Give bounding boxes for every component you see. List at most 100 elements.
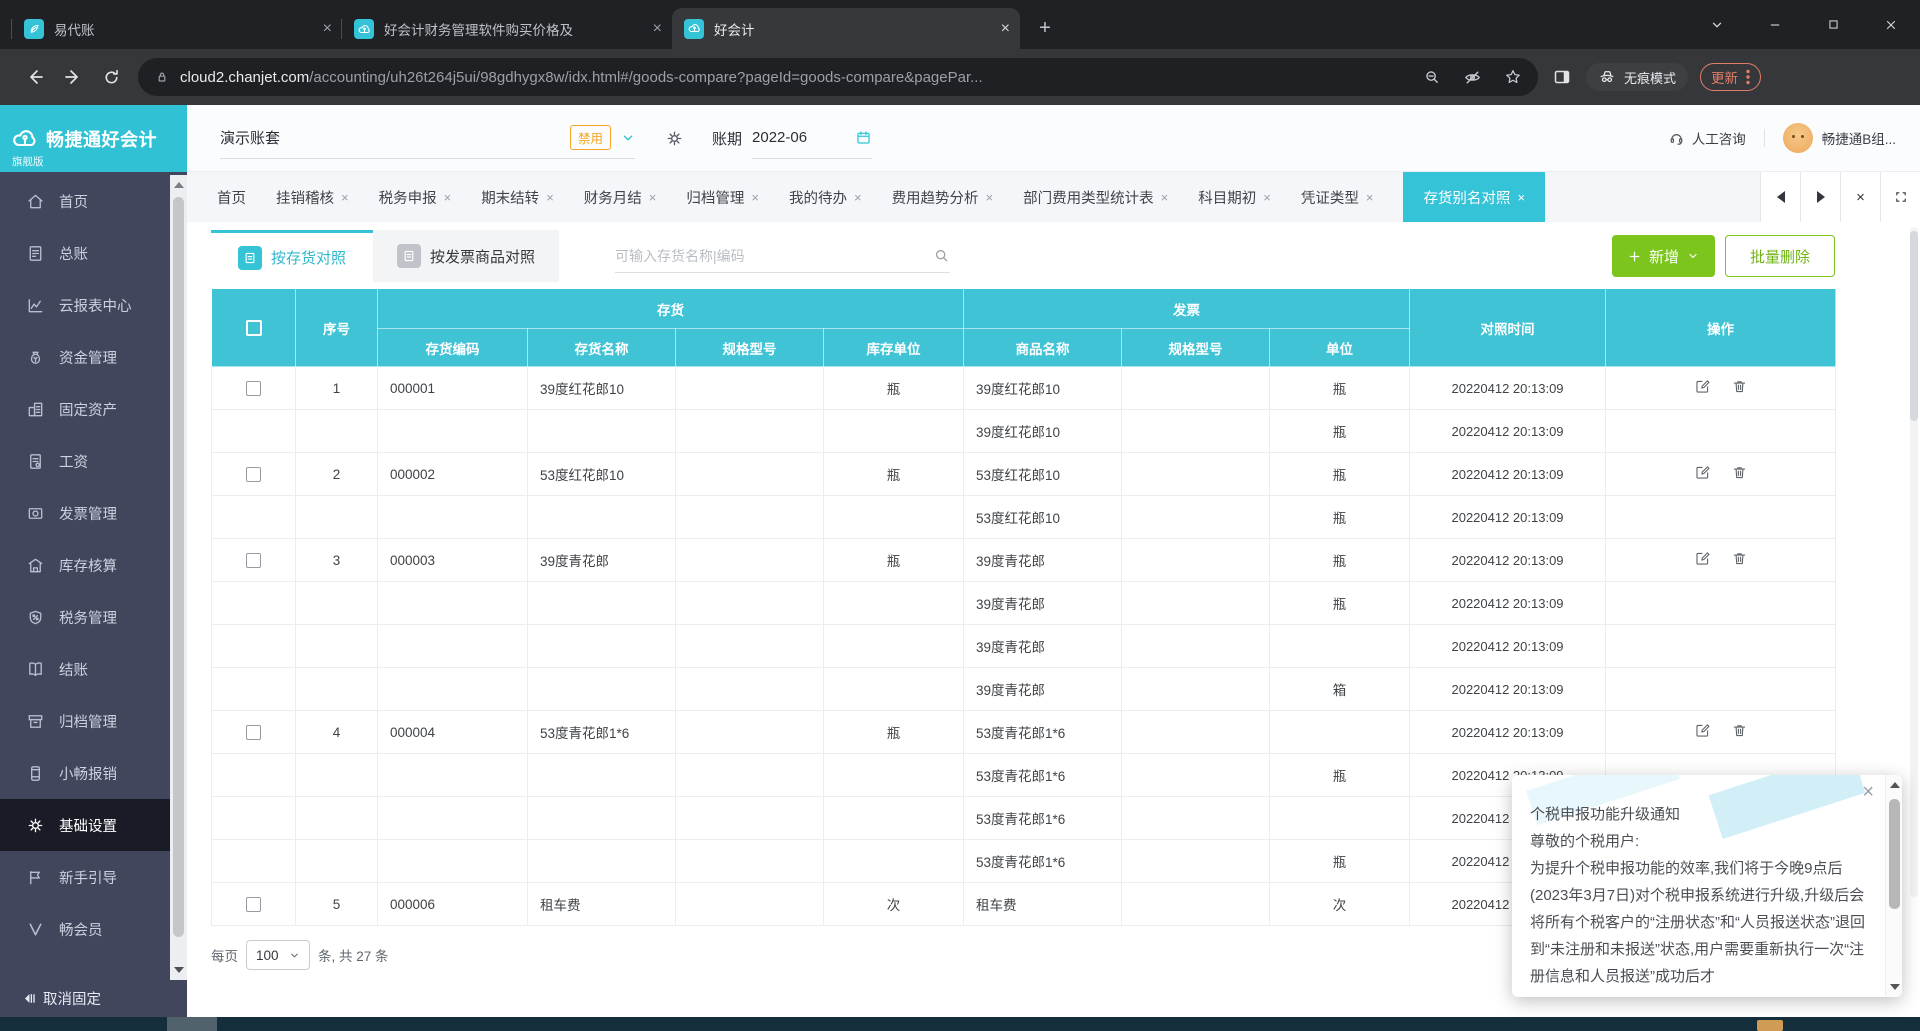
workspace-tab[interactable]: 期末结转 × [481,172,554,222]
notice-close-icon[interactable]: × [1862,781,1874,803]
workspace-tab[interactable]: 部门费用类型统计表 × [1023,172,1168,222]
search-input[interactable] [615,247,934,264]
notice-scroll-up-icon[interactable] [1886,777,1902,793]
tab-close-icon[interactable]: × [1000,19,1010,37]
workspace-tab[interactable]: 首页 [217,172,246,222]
tab-close-icon[interactable]: × [985,189,994,205]
sidebar-item[interactable]: 畅会员 [0,903,170,955]
scroll-down-icon[interactable] [170,962,187,978]
row-checkbox[interactable] [246,380,261,396]
side-panel-icon[interactable] [1552,67,1572,87]
sidebar-unpin-button[interactable]: 取消固定 [22,988,101,1009]
sidebar-item[interactable]: 发票管理 [0,487,170,539]
delete-icon[interactable] [1731,464,1748,481]
tab-close-icon[interactable]: × [652,20,662,37]
sidebar-item[interactable]: 资金管理 [0,331,170,383]
browser-tab[interactable]: 好会计财务管理软件购买价格及 × [341,9,672,49]
sidebar-item[interactable]: 小畅报销 [0,747,170,799]
mode-tab-by-invoice-goods[interactable]: 按发票商品对照 [373,230,560,282]
reload-icon[interactable] [92,58,130,96]
zoom-icon[interactable] [1423,68,1441,86]
account-set-selector[interactable]: 演示账套 禁用 [220,117,635,159]
notice-scroll-down-icon[interactable] [1886,979,1902,995]
browser-tab[interactable]: 易代账 × [11,9,342,49]
support-link[interactable]: 人工咨询 [1668,128,1746,148]
select-all-checkbox[interactable] [245,319,262,336]
chevron-down-icon[interactable] [621,131,635,145]
workspace-tab[interactable]: 存货别名对照 × [1403,172,1546,222]
tab-search-chevron-icon[interactable] [1688,0,1746,49]
per-page-select[interactable]: 100 [246,940,310,970]
tab-close-icon[interactable]: × [648,189,657,205]
workspace-tab[interactable]: 费用趋势分析 × [892,172,994,222]
tab-close-icon[interactable]: × [1160,189,1169,205]
sidebar-item[interactable]: 工资 [0,435,170,487]
sidebar-item[interactable]: 固定资产 [0,383,170,435]
add-button[interactable]: 新增 [1611,235,1715,277]
edit-icon[interactable] [1694,550,1711,567]
delete-icon[interactable] [1731,378,1748,395]
edit-icon[interactable] [1694,722,1711,739]
workspace-tab[interactable]: 财务月结 × [584,172,657,222]
sidebar-item[interactable]: 库存核算 [0,539,170,591]
delete-icon[interactable] [1731,722,1748,739]
mode-tab-by-inventory[interactable]: 按存货对照 [211,230,374,282]
forward-icon[interactable] [54,58,92,96]
maximize-icon[interactable] [1804,0,1862,49]
workspace-tab[interactable]: 我的待办 × [789,172,862,222]
row-checkbox[interactable] [246,896,261,912]
delete-icon[interactable] [1731,550,1748,567]
back-icon[interactable] [16,58,54,96]
fullscreen-icon[interactable] [1880,172,1920,222]
address-bar[interactable]: cloud2.chanjet.com/accounting/uh26t264j5… [138,58,1538,96]
account-settings-gear-icon[interactable] [665,129,684,148]
tab-close-icon[interactable]: × [443,189,452,205]
close-all-tabs-icon[interactable]: × [1840,172,1880,222]
row-checkbox[interactable] [246,552,261,568]
tab-close-icon[interactable]: × [1365,189,1374,205]
sidebar-item[interactable]: 基础设置 [0,799,170,851]
minimize-icon[interactable] [1746,0,1804,49]
calendar-icon[interactable] [855,129,872,146]
workspace-tab[interactable]: 凭证类型 × [1301,172,1374,222]
sidebar-item[interactable]: 结账 [0,643,170,695]
tab-close-icon[interactable]: × [1263,189,1271,205]
edit-icon[interactable] [1694,464,1711,481]
sidebar-item[interactable]: 云报表中心 [0,279,170,331]
main-scrollbar[interactable] [1910,227,1918,897]
sidebar-item[interactable]: 总账 [0,227,170,279]
eye-slash-icon[interactable] [1463,68,1482,87]
scroll-tabs-left-icon[interactable] [1760,172,1800,222]
scroll-up-icon[interactable] [170,177,187,193]
tab-close-icon[interactable]: × [322,20,332,37]
scroll-tabs-right-icon[interactable] [1800,172,1840,222]
sidebar-item[interactable]: 税务管理 [0,591,170,643]
workspace-tab[interactable]: 挂销稽核 × [276,172,349,222]
sidebar-scrollbar[interactable] [170,175,187,980]
close-window-icon[interactable] [1862,0,1920,49]
tab-close-icon[interactable]: × [853,189,862,205]
row-checkbox[interactable] [246,724,261,740]
user-avatar[interactable] [1782,123,1813,153]
sidebar-item[interactable]: 新手引导 [0,851,170,903]
browser-menu-icon[interactable] [1746,69,1750,85]
main-scroll-thumb[interactable] [1910,231,1918,421]
browser-tab[interactable]: 好会计 × [672,8,1020,49]
new-tab-button[interactable]: + [1039,16,1051,39]
tab-close-icon[interactable]: × [751,189,759,205]
user-name[interactable]: 畅捷通B组... [1821,132,1896,147]
notice-scrollbar[interactable] [1885,775,1902,997]
row-checkbox[interactable] [246,466,261,482]
workspace-tab[interactable]: 税务申报 × [379,172,452,222]
sidebar-scroll-thumb[interactable] [173,197,184,937]
sidebar-item[interactable]: 归档管理 [0,695,170,747]
tab-close-icon[interactable]: × [546,189,554,205]
batch-delete-button[interactable]: 批量删除 [1724,235,1835,277]
sidebar-item[interactable]: 首页 [0,175,170,227]
period-selector[interactable]: 2022-06 [752,117,873,159]
edit-icon[interactable] [1694,378,1711,395]
bookmark-star-icon[interactable] [1504,68,1522,86]
tab-close-icon[interactable]: × [1517,189,1526,205]
workspace-tab[interactable]: 归档管理 × [686,172,759,222]
tab-close-icon[interactable]: × [341,189,349,205]
